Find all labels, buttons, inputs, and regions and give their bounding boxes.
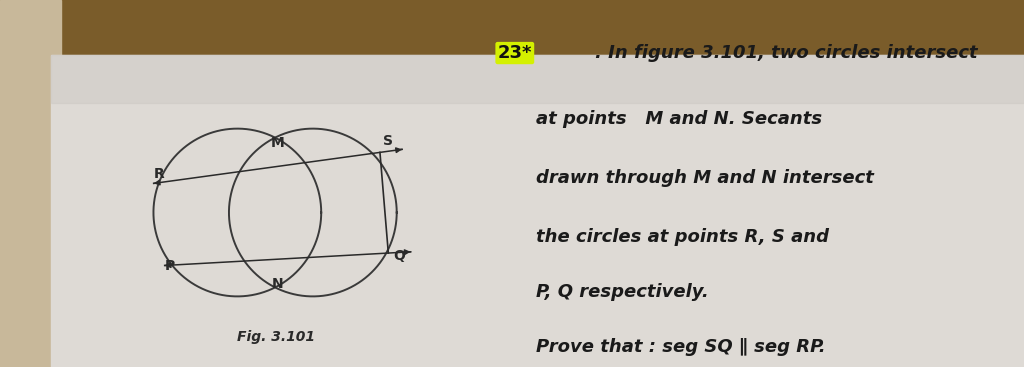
Text: 23*: 23* [498, 44, 532, 62]
Bar [0, 0, 61, 367]
Text: Prove that : seg SQ ∥ seg RP.: Prove that : seg SQ ∥ seg RP. [536, 338, 825, 356]
Text: P, Q respectively.: P, Q respectively. [536, 283, 709, 301]
Text: . In figure 3.101, two circles intersect: . In figure 3.101, two circles intersect [595, 44, 978, 62]
Bar [51, 55, 1024, 103]
Bar [0, 0, 1024, 66]
Text: P: P [165, 259, 175, 273]
Text: S: S [383, 134, 393, 148]
Text: Q: Q [393, 249, 406, 263]
Text: Fig. 3.101: Fig. 3.101 [238, 330, 315, 344]
Text: M: M [271, 136, 285, 150]
Text: at points   M and N. Secants: at points M and N. Secants [536, 110, 821, 128]
Text: the circles at points R, S and: the circles at points R, S and [536, 228, 828, 246]
Text: drawn through M and N intersect: drawn through M and N intersect [536, 169, 873, 187]
Bar [51, 55, 1024, 367]
Text: R: R [154, 167, 165, 181]
Text: N: N [272, 277, 284, 291]
